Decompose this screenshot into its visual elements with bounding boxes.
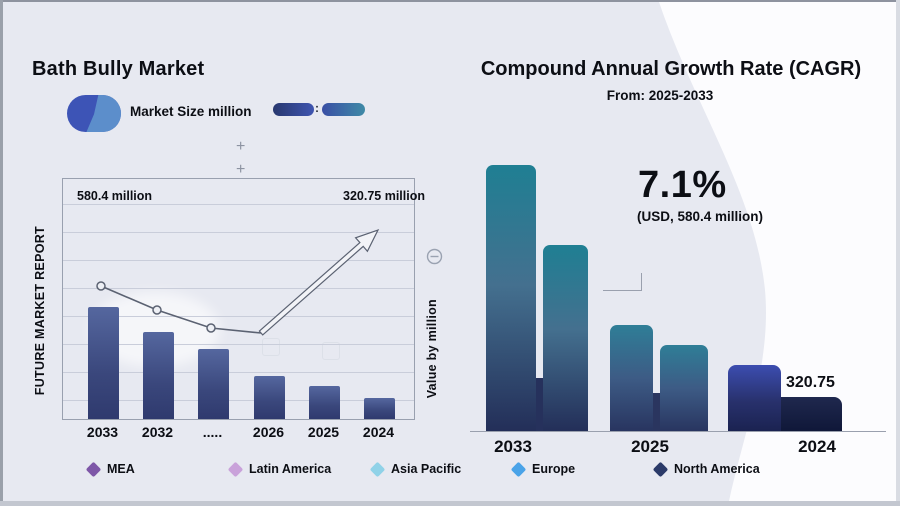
market-size-bar-2025 [309,386,340,419]
legend-diamond-icon [510,461,527,477]
gridline [63,288,414,289]
circle-minus-icon [426,248,443,265]
ratio-colon: : [315,101,319,115]
page-title: Bath Bully Market [32,58,205,80]
market-size-bar-2024 [364,398,395,419]
market-size-bar-2032 [143,332,174,419]
market-size-bar-2033 [88,307,119,419]
market-size-pill-icon [67,95,121,132]
legend-label: Europe [532,462,576,476]
market-size-bar-..... [198,349,229,419]
cagr-value: 7.1% [638,164,727,206]
legend-label: North America [674,462,760,476]
legend-item-mea: MEA [85,461,135,477]
cagr-end-value-annotation: 320.75 [786,374,835,391]
gridline [63,400,414,401]
cagr-bar-2033-secondary [543,245,588,432]
ratio-pill-right-icon [322,103,365,116]
cagr-bar-2025-primary [610,325,653,432]
cagr-year-label: 2033 [494,437,532,456]
gridline [63,372,414,373]
legend-label: Latin America [249,462,332,476]
cagr-title: Compound Annual Growth Rate (CAGR) [480,58,862,80]
cagr-axis [470,431,886,432]
cagr-period: From: 2025-2033 [606,88,714,103]
legend-diamond-icon [85,461,102,477]
gridline [63,204,414,205]
ratio-pill-left-icon [273,103,314,116]
cagr-bar-2025-secondary [660,345,708,432]
cagr-bar-2024-secondary [781,397,842,432]
cagr-bar-2033-primary [486,165,536,432]
cagr-year-label: 2025 [631,437,669,456]
gridline [63,232,414,233]
market-size-bar-2026 [254,376,285,419]
ghost-square-icon [322,342,340,360]
market-size-chart [62,178,415,420]
pill-highlight-shape [86,95,121,132]
legend-item-asia-pacific: Asia Pacific [369,461,462,477]
plus-decoration-icon: + [236,138,246,155]
future-market-report-label: FUTURE MARKET REPORT [33,226,47,396]
x-axis-label: 2024 [362,424,395,440]
x-axis-label: 2025 [307,424,340,440]
frame-left [0,0,3,506]
gridline [63,344,414,345]
legend-label: Asia Pacific [391,462,462,476]
gridline [63,260,414,261]
cagr-year-label: 2024 [798,437,836,456]
frame-top [0,0,900,2]
cagr-bar-2024-primary [728,365,781,432]
legend-diamond-icon [652,461,669,477]
frame-right [896,0,900,506]
legend-item-north-america: North America [652,461,760,477]
legend-diamond-icon [227,461,244,477]
corner-line-decoration [603,273,642,291]
x-axis-label: 2026 [252,424,285,440]
value-by-million-label: Value by million [425,299,439,399]
x-axis-label: 2033 [86,424,119,440]
market-size-label: Market Size million [130,104,252,119]
legend-label: MEA [107,462,135,476]
legend-item-europe: Europe [510,461,576,477]
cagr-usd-value: (USD, 580.4 million) [637,209,764,224]
end-value-annotation: 320.75 million [343,189,425,203]
legend-item-latin-america: Latin America [227,461,332,477]
plus-decoration-icon: + [236,161,246,178]
start-value-annotation: 580.4 million [77,189,153,203]
ghost-square-icon [262,338,280,356]
x-axis-label: 2032 [141,424,174,440]
legend-diamond-icon [369,461,386,477]
x-axis-label: ..... [202,424,223,440]
frame-bottom [0,501,900,506]
